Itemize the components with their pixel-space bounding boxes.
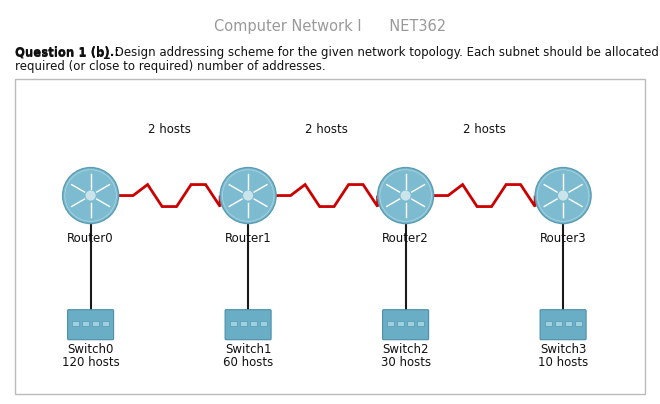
Bar — [15, 79, 645, 394]
Text: required (or close to required) number of addresses.: required (or close to required) number o… — [15, 60, 325, 73]
Bar — [240, 321, 247, 326]
Text: Router0: Router0 — [67, 231, 114, 244]
Ellipse shape — [63, 168, 119, 223]
Bar — [575, 321, 581, 326]
Bar — [249, 321, 257, 326]
Circle shape — [558, 191, 568, 201]
Bar — [92, 321, 99, 326]
Ellipse shape — [535, 168, 591, 223]
Text: 2 hosts: 2 hosts — [463, 123, 506, 136]
FancyBboxPatch shape — [540, 310, 586, 340]
Text: Computer Network I      NET362: Computer Network I NET362 — [214, 19, 446, 34]
Text: Router3: Router3 — [540, 231, 587, 244]
Bar — [564, 321, 572, 326]
Text: 30 hosts: 30 hosts — [381, 356, 431, 369]
Ellipse shape — [378, 168, 434, 223]
Text: Question 1 (b): Question 1 (b) — [15, 46, 110, 59]
FancyBboxPatch shape — [225, 310, 271, 340]
Bar — [544, 321, 552, 326]
Text: Switch2: Switch2 — [382, 343, 429, 356]
Text: Router1: Router1 — [224, 231, 271, 244]
Circle shape — [243, 191, 253, 201]
Bar — [230, 321, 236, 326]
Text: Design addressing scheme for the given network topology. Each subnet should be a: Design addressing scheme for the given n… — [111, 46, 660, 59]
FancyBboxPatch shape — [383, 310, 428, 340]
Bar — [407, 321, 414, 326]
Text: 60 hosts: 60 hosts — [223, 356, 273, 369]
Bar — [82, 321, 89, 326]
Circle shape — [86, 191, 96, 201]
Text: 10 hosts: 10 hosts — [538, 356, 588, 369]
Bar — [259, 321, 267, 326]
Bar — [554, 321, 562, 326]
Text: 120 hosts: 120 hosts — [62, 356, 119, 369]
Text: Switch1: Switch1 — [225, 343, 271, 356]
Text: Switch0: Switch0 — [67, 343, 114, 356]
Bar — [72, 321, 79, 326]
Text: Router2: Router2 — [382, 231, 429, 244]
Bar — [397, 321, 404, 326]
Bar — [387, 321, 394, 326]
FancyBboxPatch shape — [67, 310, 114, 340]
Text: Switch3: Switch3 — [540, 343, 586, 356]
Text: 2 hosts: 2 hosts — [306, 123, 348, 136]
Bar — [417, 321, 424, 326]
Text: 2 hosts: 2 hosts — [148, 123, 191, 136]
Ellipse shape — [220, 168, 276, 223]
Circle shape — [401, 191, 411, 201]
Text: Question 1 (b)̲.: Design addressing scheme for the given network topology. Each : Question 1 (b)̲.: Design addressing sche… — [15, 46, 660, 59]
Text: Question 1 (b)̲.:: Question 1 (b)̲.: — [15, 46, 119, 59]
Bar — [102, 321, 109, 326]
